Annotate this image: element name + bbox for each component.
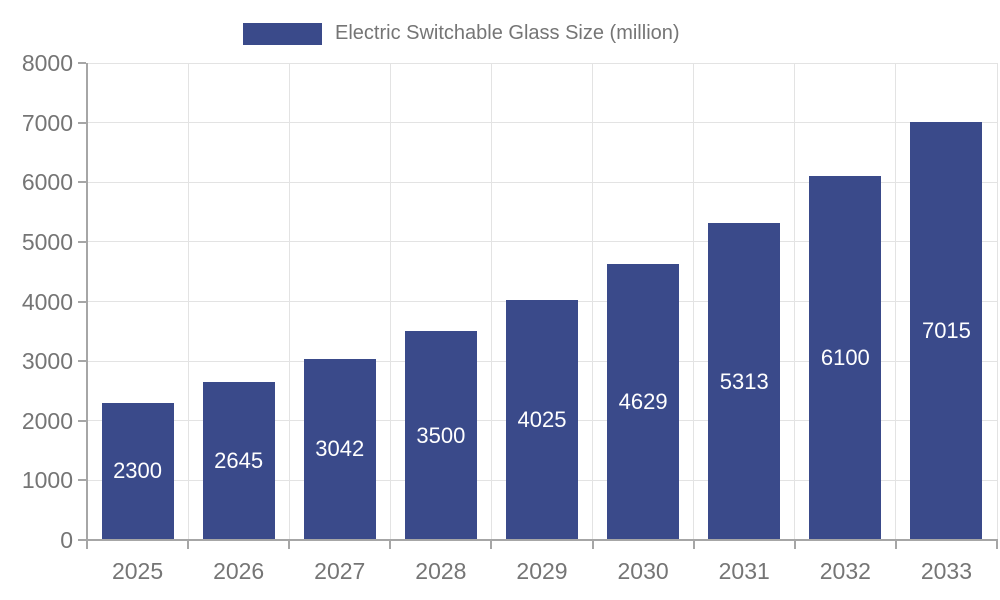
y-tick-label: 8000	[21, 50, 73, 76]
x-axis-tick	[793, 541, 796, 549]
x-axis-tick	[86, 541, 88, 549]
bar[interactable]: 3042	[303, 358, 376, 540]
y-axis-tick	[78, 121, 86, 124]
bar[interactable]: 7015	[910, 121, 983, 540]
bar[interactable]: 4025	[506, 300, 578, 540]
gridline-vertical	[895, 63, 897, 540]
bar-value-label: 4629	[618, 388, 668, 414]
gridline-vertical	[389, 63, 391, 540]
bar[interactable]: 5313	[708, 223, 781, 540]
y-tick-label: 0	[60, 527, 73, 553]
x-tick-label: 2030	[617, 558, 669, 584]
x-tick-label: 2025	[111, 558, 164, 584]
x-tick-label: 2027	[314, 558, 366, 584]
gridline-horizontal	[87, 181, 997, 183]
x-tick-label: 2028	[415, 558, 467, 584]
y-axis-tick	[78, 479, 86, 482]
bar-value-label: 3500	[416, 422, 466, 448]
gridline-horizontal	[87, 241, 997, 243]
x-axis-tick	[996, 541, 998, 549]
bar-value-label: 6100	[820, 345, 870, 371]
x-tick-label: 2033	[920, 558, 973, 584]
y-axis-line	[86, 63, 88, 541]
y-tick-label: 2000	[21, 407, 73, 434]
bar-value-label: 2645	[214, 448, 264, 474]
gridline-horizontal	[87, 62, 997, 64]
y-axis-tick	[78, 360, 86, 363]
x-tick-label: 2029	[516, 558, 568, 584]
gridline-vertical	[592, 63, 594, 540]
bar[interactable]: 6100	[809, 176, 882, 540]
x-axis-tick	[591, 541, 594, 549]
x-axis-tick	[288, 541, 291, 549]
y-tick-label: 6000	[21, 169, 73, 196]
legend-swatch[interactable]	[243, 22, 322, 45]
gridline-vertical	[187, 63, 189, 540]
gridline-horizontal	[87, 122, 997, 124]
y-tick-label: 3000	[21, 348, 73, 375]
y-tick-label: 5000	[21, 228, 73, 255]
gridline-vertical	[288, 63, 290, 540]
bar-value-label: 7015	[921, 317, 971, 343]
x-tick-label: 2031	[718, 558, 770, 584]
legend[interactable]: Electric Switchable Glass Size (million)	[243, 22, 680, 45]
bar[interactable]: 4629	[607, 263, 680, 540]
bar-value-label: 3042	[315, 436, 365, 462]
bar[interactable]: 3500	[404, 331, 477, 540]
gridline-vertical	[490, 63, 492, 540]
x-axis-tick	[490, 541, 493, 549]
y-axis-tick	[78, 419, 86, 422]
y-axis-tick	[78, 539, 86, 541]
legend-label[interactable]: Electric Switchable Glass Size (million)	[335, 22, 680, 44]
y-tick-label: 1000	[21, 467, 73, 494]
gridline-vertical	[996, 63, 998, 540]
y-tick-label: 7000	[21, 109, 73, 136]
x-tick-label: 2032	[819, 558, 871, 584]
x-axis-tick	[187, 541, 190, 549]
gridline-vertical	[794, 63, 796, 540]
x-axis-tick	[894, 541, 897, 549]
bar-value-label: 5313	[719, 368, 769, 394]
gridline-vertical	[693, 63, 695, 540]
y-axis-tick	[78, 181, 86, 184]
x-axis-tick	[389, 541, 392, 549]
y-tick-label: 4000	[21, 288, 73, 315]
bar-value-label: 4025	[517, 406, 567, 432]
y-axis-tick	[78, 300, 86, 303]
y-axis-tick	[78, 240, 86, 243]
x-axis-line	[86, 539, 998, 541]
y-axis-tick	[78, 62, 86, 64]
x-tick-label: 2026	[213, 558, 265, 584]
bar[interactable]: 2645	[202, 382, 275, 540]
x-axis-tick	[692, 541, 695, 549]
bar[interactable]: 2300	[101, 402, 174, 540]
bar-value-label: 2300	[113, 458, 163, 484]
